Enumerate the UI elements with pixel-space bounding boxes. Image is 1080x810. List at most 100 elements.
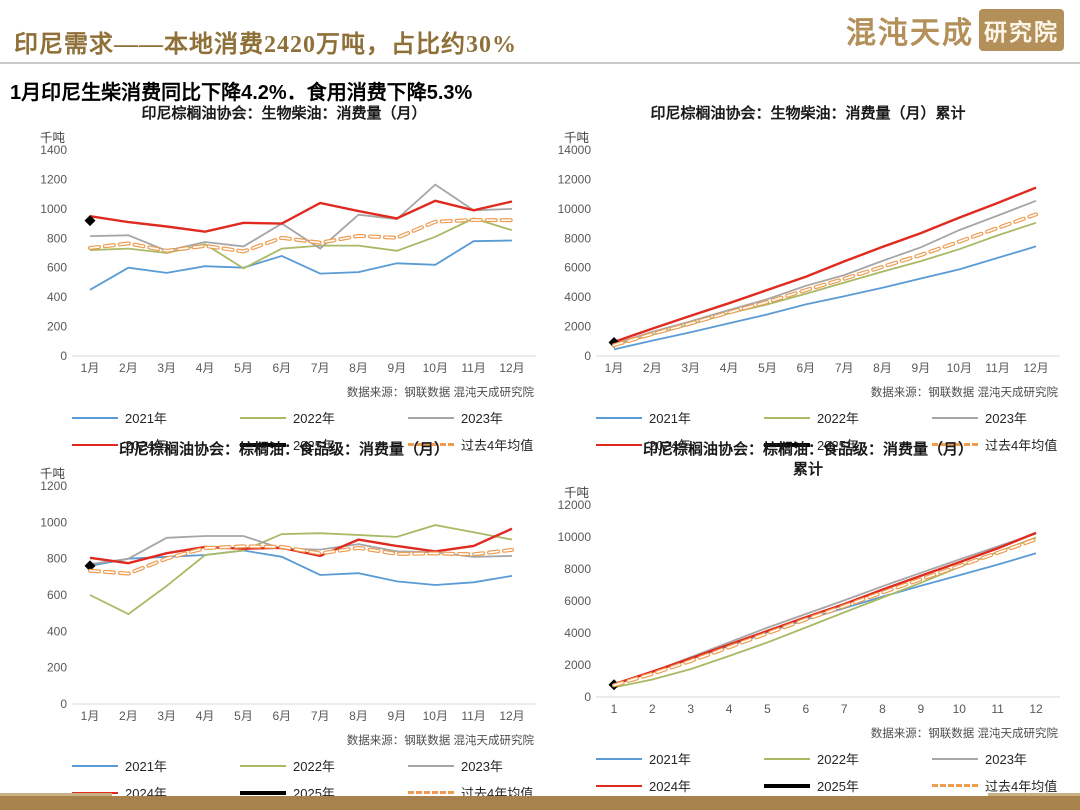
- x-tick-label: 5月: [234, 709, 253, 723]
- x-tick-label: 7月: [311, 361, 330, 375]
- legend-item: 2022年: [764, 749, 932, 768]
- legend-item: 过去4年均值: [932, 435, 1064, 454]
- legend-item: 2021年: [596, 408, 764, 427]
- chart-title: 印尼棕榈油协会：生物柴油：消费量（月）: [141, 105, 427, 122]
- legend-item: 2023年: [932, 749, 1064, 768]
- legend-item: 2022年: [240, 408, 408, 427]
- chart-title: 印尼棕榈油协会：棕榈油：食品级：消费量（月）: [118, 441, 449, 458]
- x-tick-label: 2月: [119, 709, 138, 723]
- legend: 2021年 2022年 2023年 2024年 2025年 过去4年均值: [552, 408, 1064, 454]
- series-line-average-core: [89, 545, 513, 575]
- y-tick-label: 800: [47, 552, 67, 566]
- page-title: 印尼需求——本地消费2420万吨，占比约30%: [14, 32, 517, 58]
- x-tick-label: 12月: [499, 361, 524, 375]
- legend-label: 2021年: [125, 411, 167, 426]
- x-tick-label: 4月: [196, 709, 215, 723]
- y-tick-label: 2000: [564, 320, 591, 334]
- legend-item: 2022年: [764, 408, 932, 427]
- chart-food-monthly: 印尼棕榈油协会：棕榈油：食品级：消费量（月） 千吨 0 200 400 600 800 1…: [28, 440, 540, 802]
- line-chart: 千吨 0 200 400 600 800 1000 1200 1400 1月 2月 3月 4月 5月 6月…: [40, 131, 536, 375]
- legend-label: 2023年: [985, 411, 1027, 426]
- y-tick-label: 1200: [40, 172, 67, 186]
- series-line-average-core: [89, 219, 513, 253]
- legend-label: 过去4年均值: [985, 779, 1058, 794]
- y-tick-label: 8000: [564, 562, 591, 576]
- y-tick-label: 4000: [564, 626, 591, 640]
- legend-row: 2024年 2025年 过去4年均值: [552, 435, 1064, 454]
- legend-label: 2021年: [649, 752, 691, 767]
- x-tick-label: 4: [726, 702, 733, 716]
- legend-swatch-line: [240, 764, 286, 767]
- x-tick-label: 10月: [423, 709, 448, 723]
- y-tick-label: 12000: [558, 172, 592, 186]
- series-line-average-core: [613, 213, 1037, 346]
- legend: 2021年 2022年 2023年 2024年 2025年 过去4年均值: [552, 749, 1064, 795]
- legend-item: 2025年: [764, 776, 932, 795]
- y-tick-label: 600: [47, 588, 67, 602]
- legend-swatch-line: [596, 416, 642, 419]
- x-tick-label: 2: [649, 702, 656, 716]
- series-line: [89, 524, 513, 616]
- x-tick-label: 8月: [873, 361, 892, 375]
- y-tick-label: 200: [47, 320, 67, 334]
- x-tick-label: 2月: [643, 361, 662, 375]
- legend-swatch-line: [764, 757, 810, 760]
- y-tick-label: 2000: [564, 658, 591, 672]
- x-tick-label: 5: [764, 702, 771, 716]
- legend-label: 2022年: [293, 759, 335, 774]
- logo-seal-stamp: 研究院: [979, 9, 1064, 51]
- legend-label: 2025年: [817, 779, 859, 794]
- y-tick-label: 1000: [40, 515, 67, 529]
- bottom-bar: [0, 796, 1080, 810]
- y-tick-label: 6000: [564, 261, 591, 275]
- x-tick-label: 9月: [912, 361, 931, 375]
- y-tick-label: 400: [47, 290, 67, 304]
- y-tick-label: 200: [47, 661, 67, 675]
- data-source: 数据来源：钢联数据 混沌天成研究院: [346, 735, 534, 747]
- series-line: [613, 186, 1037, 344]
- legend-item: 2024年: [596, 776, 764, 795]
- x-tick-label: 11月: [985, 361, 1009, 375]
- series-line: [613, 221, 1037, 347]
- unit-label: 千吨: [564, 486, 590, 500]
- series-line-average: [612, 537, 1038, 688]
- legend-swatch-line: [932, 757, 978, 760]
- x-tick-label: 8: [879, 702, 886, 716]
- chart-biodiesel-monthly: 印尼棕榈油协会：生物柴油：消费量（月） 千吨 0 200 400 600 800 1000…: [28, 104, 540, 454]
- x-tick-label: 10: [953, 702, 967, 716]
- y-tick-label: 12000: [558, 498, 592, 512]
- company-logo: 混沌天成 研究院: [846, 8, 1064, 52]
- series-line: [89, 549, 513, 586]
- legend-item: 2023年: [408, 756, 540, 775]
- legend-item: 2025年: [764, 435, 932, 454]
- x-tick-label: 6月: [272, 709, 291, 723]
- legend-label: 2021年: [125, 759, 167, 774]
- x-tick-label: 1: [611, 702, 618, 716]
- legend-item: 2021年: [596, 749, 764, 768]
- y-tick-label: 1000: [40, 202, 67, 216]
- legend-row: 2021年 2022年 2023年: [28, 408, 540, 427]
- legend-swatch-line: [596, 757, 642, 760]
- x-tick-label: 7: [841, 702, 848, 716]
- data-source: 数据来源：钢联数据 混沌天成研究院: [346, 387, 534, 399]
- legend-row: 2021年 2022年 2023年: [28, 756, 540, 775]
- legend-row: 2024年 2025年 过去4年均值: [28, 435, 540, 454]
- legend-item: 2024年: [72, 435, 240, 454]
- legend-label: 2024年: [649, 779, 691, 794]
- legend-swatch-line: [408, 443, 454, 446]
- legend-swatch-line: [72, 443, 118, 446]
- series-line: [613, 536, 1037, 689]
- y-tick-label: 0: [60, 697, 67, 711]
- x-tick-label: 12月: [499, 709, 524, 723]
- bottom-accent-left: [0, 793, 112, 796]
- unit-label: 千吨: [40, 131, 66, 145]
- legend-item: 2024年: [596, 435, 764, 454]
- x-tick-label: 1月: [81, 709, 100, 723]
- x-tick-label: 3: [687, 702, 694, 716]
- line-chart: 千吨 0 2000 4000 6000 8000 10000 12000 14000 1月 2月 3…: [558, 131, 1060, 375]
- series-line: [613, 199, 1037, 345]
- x-tick-label: 2月: [119, 361, 138, 375]
- legend-swatch-line: [240, 790, 286, 795]
- legend-swatch-line: [932, 784, 978, 787]
- x-tick-label: 8月: [349, 709, 368, 723]
